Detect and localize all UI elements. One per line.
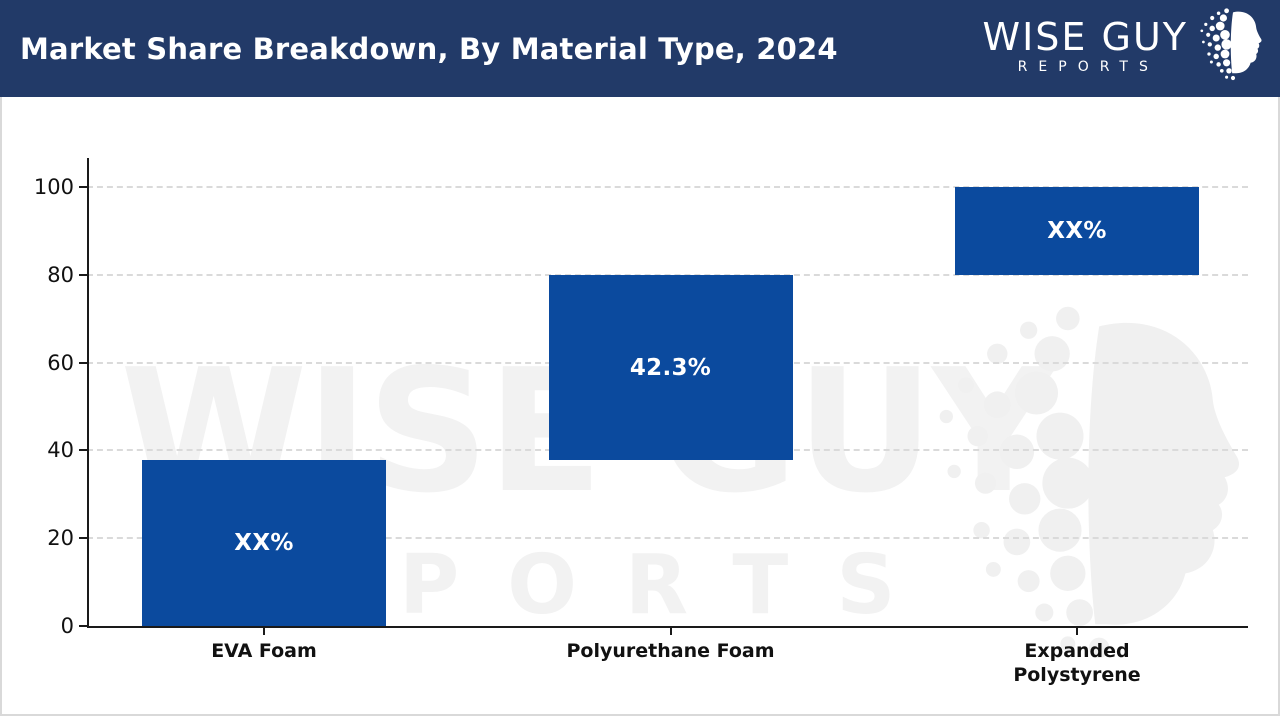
y-tick-label-0: 0 bbox=[60, 614, 74, 638]
bar-value-label: XX% bbox=[234, 530, 294, 557]
bar-polyurethane-foam: 42.3% bbox=[548, 274, 793, 461]
gridline-20 bbox=[87, 537, 1248, 540]
bar-expanded-polystyrene: XX% bbox=[955, 187, 1199, 275]
y-tick-label-80: 80 bbox=[47, 262, 74, 287]
x-tick-0 bbox=[263, 627, 265, 635]
y-tick-0 bbox=[79, 625, 87, 627]
dotted-face-icon bbox=[1184, 6, 1266, 86]
y-tick-80 bbox=[79, 273, 87, 276]
y-tick-20 bbox=[79, 537, 87, 540]
bar-value-label: 42.3% bbox=[629, 354, 712, 381]
watermark-dotted-face-icon bbox=[864, 295, 1256, 687]
x-tick-2 bbox=[1076, 627, 1078, 635]
y-tick-100 bbox=[79, 186, 87, 188]
logo-reports-text: REPORTS bbox=[1017, 58, 1159, 75]
y-axis-line bbox=[87, 158, 89, 628]
x-category-label: Expanded Polystyrene bbox=[1013, 640, 1141, 686]
header-bar: Market Share Breakdown, By Material Type… bbox=[0, 0, 1280, 97]
logo-wordmark: WISE GUY bbox=[982, 14, 1188, 59]
y-tick-60 bbox=[79, 361, 87, 364]
y-tick-label-20: 20 bbox=[47, 526, 74, 551]
x-category-label: EVA Foam bbox=[211, 640, 317, 662]
logo-text: WISE GUY REPORTS bbox=[983, 18, 1188, 75]
bar-eva-foam: XX% bbox=[142, 460, 386, 626]
gridline-100 bbox=[87, 186, 1248, 188]
page-title: Market Share Breakdown, By Material Type… bbox=[20, 31, 838, 66]
y-tick-label-40: 40 bbox=[47, 438, 74, 463]
y-tick-label-60: 60 bbox=[47, 350, 74, 375]
x-axis-line bbox=[87, 626, 1248, 628]
y-tick-label-100: 100 bbox=[33, 175, 74, 199]
wise-guy-logo: WISE GUY REPORTS bbox=[983, 6, 1266, 86]
bar-value-label: XX% bbox=[1047, 217, 1107, 244]
x-category-label: Polyurethane Foam bbox=[566, 640, 775, 662]
x-tick-1 bbox=[669, 627, 672, 635]
y-tick-40 bbox=[79, 449, 87, 452]
